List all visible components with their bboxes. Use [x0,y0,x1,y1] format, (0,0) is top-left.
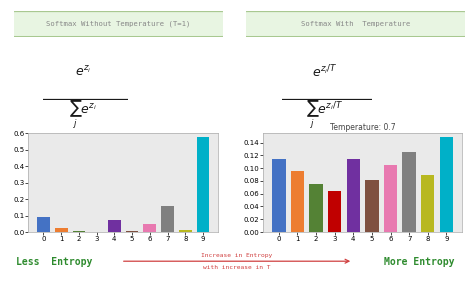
Bar [384,165,397,232]
Text: $\sum_j e^{z_i}$: $\sum_j e^{z_i}$ [69,98,97,131]
FancyBboxPatch shape [8,12,229,37]
Bar [310,184,323,232]
Bar [37,217,50,232]
Bar [55,228,68,232]
Text: Increase in Entropy: Increase in Entropy [201,253,273,258]
Bar [73,231,85,232]
Text: Softmax With  Temperature: Softmax With Temperature [301,21,410,27]
Text: $e^{z_i}$: $e^{z_i}$ [75,65,91,79]
Text: Less  Entropy: Less Entropy [16,257,93,267]
Text: $\sum_j e^{z_i/T}$: $\sum_j e^{z_i/T}$ [306,98,343,131]
Title: Temperature: 0.7: Temperature: 0.7 [330,123,395,132]
Bar [291,171,304,232]
FancyBboxPatch shape [240,12,471,37]
Bar [108,220,121,232]
Bar [440,138,453,232]
Bar [402,152,416,232]
Text: More Entropy: More Entropy [384,257,455,267]
Bar [421,175,435,232]
Bar [328,190,341,232]
Bar [144,224,156,232]
Bar [272,158,285,232]
Bar [126,231,138,232]
FancyArrowPatch shape [124,259,349,263]
Bar [161,207,174,232]
Text: Softmax Without Temperature (T=1): Softmax Without Temperature (T=1) [46,20,191,27]
Text: with increase in T: with increase in T [203,265,271,270]
Bar [346,158,360,232]
Bar [179,230,191,232]
Text: $e^{z_i/T}$: $e^{z_i/T}$ [312,64,337,80]
Bar [197,137,210,232]
Bar [90,231,103,232]
Bar [365,180,379,232]
